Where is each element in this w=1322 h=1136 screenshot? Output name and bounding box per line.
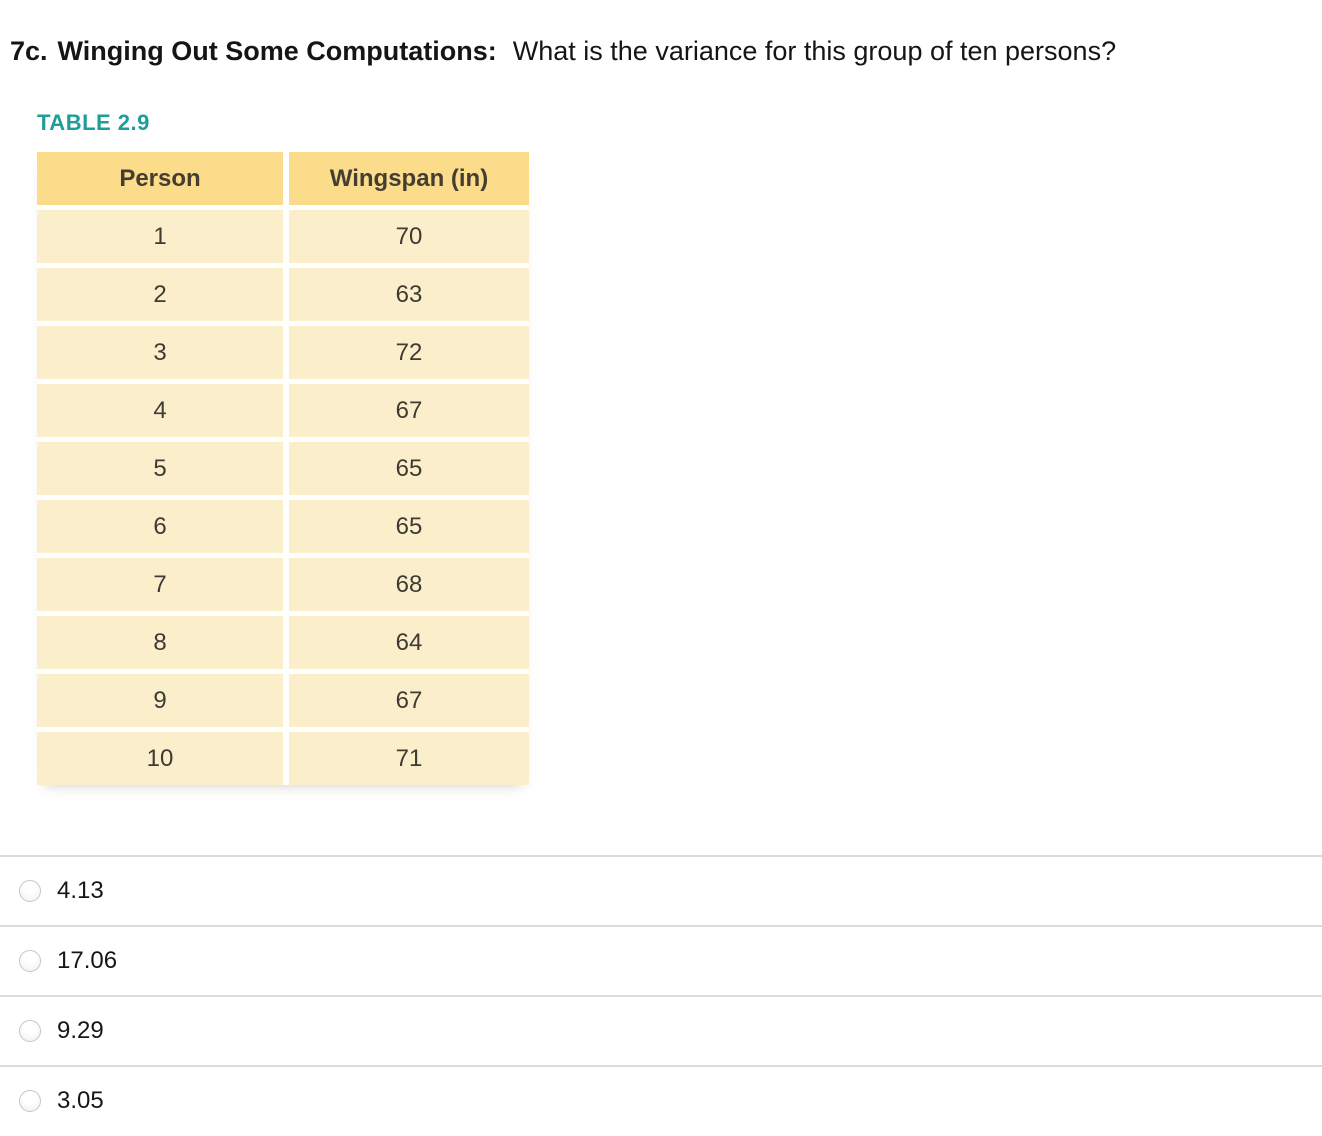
answer-option-label[interactable]: 4.13 [57, 877, 104, 904]
table-cell-person: 6 [37, 500, 283, 553]
table-cell-wingspan: 71 [289, 732, 529, 785]
table-cell-wingspan: 67 [289, 384, 529, 437]
table-cell-wingspan: 68 [289, 558, 529, 611]
table-cell-wingspan: 65 [289, 500, 529, 553]
answer-option-label[interactable]: 17.06 [57, 947, 118, 974]
radio-button-icon[interactable] [19, 950, 41, 972]
answer-options: 4.13 17.06 9.29 3.05 [0, 855, 1322, 1135]
table-caption: TABLE 2.9 [37, 110, 150, 135]
answer-option-label[interactable]: 3.05 [57, 1087, 104, 1114]
table-cell-wingspan: 65 [289, 442, 529, 495]
table-cell-person: 9 [37, 674, 283, 727]
question-heading: Winging Out Some Computations: [57, 36, 497, 66]
table-header-wingspan: Wingspan (in) [289, 152, 529, 205]
table-cell-wingspan: 63 [289, 268, 529, 321]
table-cell-person: 4 [37, 384, 283, 437]
answer-option[interactable]: 3.05 [0, 1065, 1322, 1135]
table-cell-wingspan: 70 [289, 210, 529, 263]
table-cell-person: 1 [37, 210, 283, 263]
question-number: 7c. [10, 36, 48, 66]
table-header-person: Person [37, 152, 283, 205]
wingspan-table: Person Wingspan (in) 1 70 2 63 3 72 4 67… [37, 152, 529, 785]
table-cell-wingspan: 67 [289, 674, 529, 727]
radio-button-icon[interactable] [19, 1020, 41, 1042]
question-title: 7c. Winging Out Some Computations: What is… [10, 36, 1116, 67]
answer-option[interactable]: 9.29 [0, 995, 1322, 1065]
table-cell-person: 8 [37, 616, 283, 669]
table-cell-person: 5 [37, 442, 283, 495]
radio-button-icon[interactable] [19, 880, 41, 902]
radio-button-icon[interactable] [19, 1090, 41, 1112]
question-prompt: What is the variance for this group of t… [512, 36, 1117, 66]
answer-option-label[interactable]: 9.29 [57, 1017, 104, 1044]
table-cell-wingspan: 64 [289, 616, 529, 669]
answer-option[interactable]: 4.13 [0, 855, 1322, 925]
table-cell-person: 3 [37, 326, 283, 379]
table-cell-person: 10 [37, 732, 283, 785]
table-cell-person: 2 [37, 268, 283, 321]
answer-option[interactable]: 17.06 [0, 925, 1322, 995]
table-cell-person: 7 [37, 558, 283, 611]
table-cell-wingspan: 72 [289, 326, 529, 379]
